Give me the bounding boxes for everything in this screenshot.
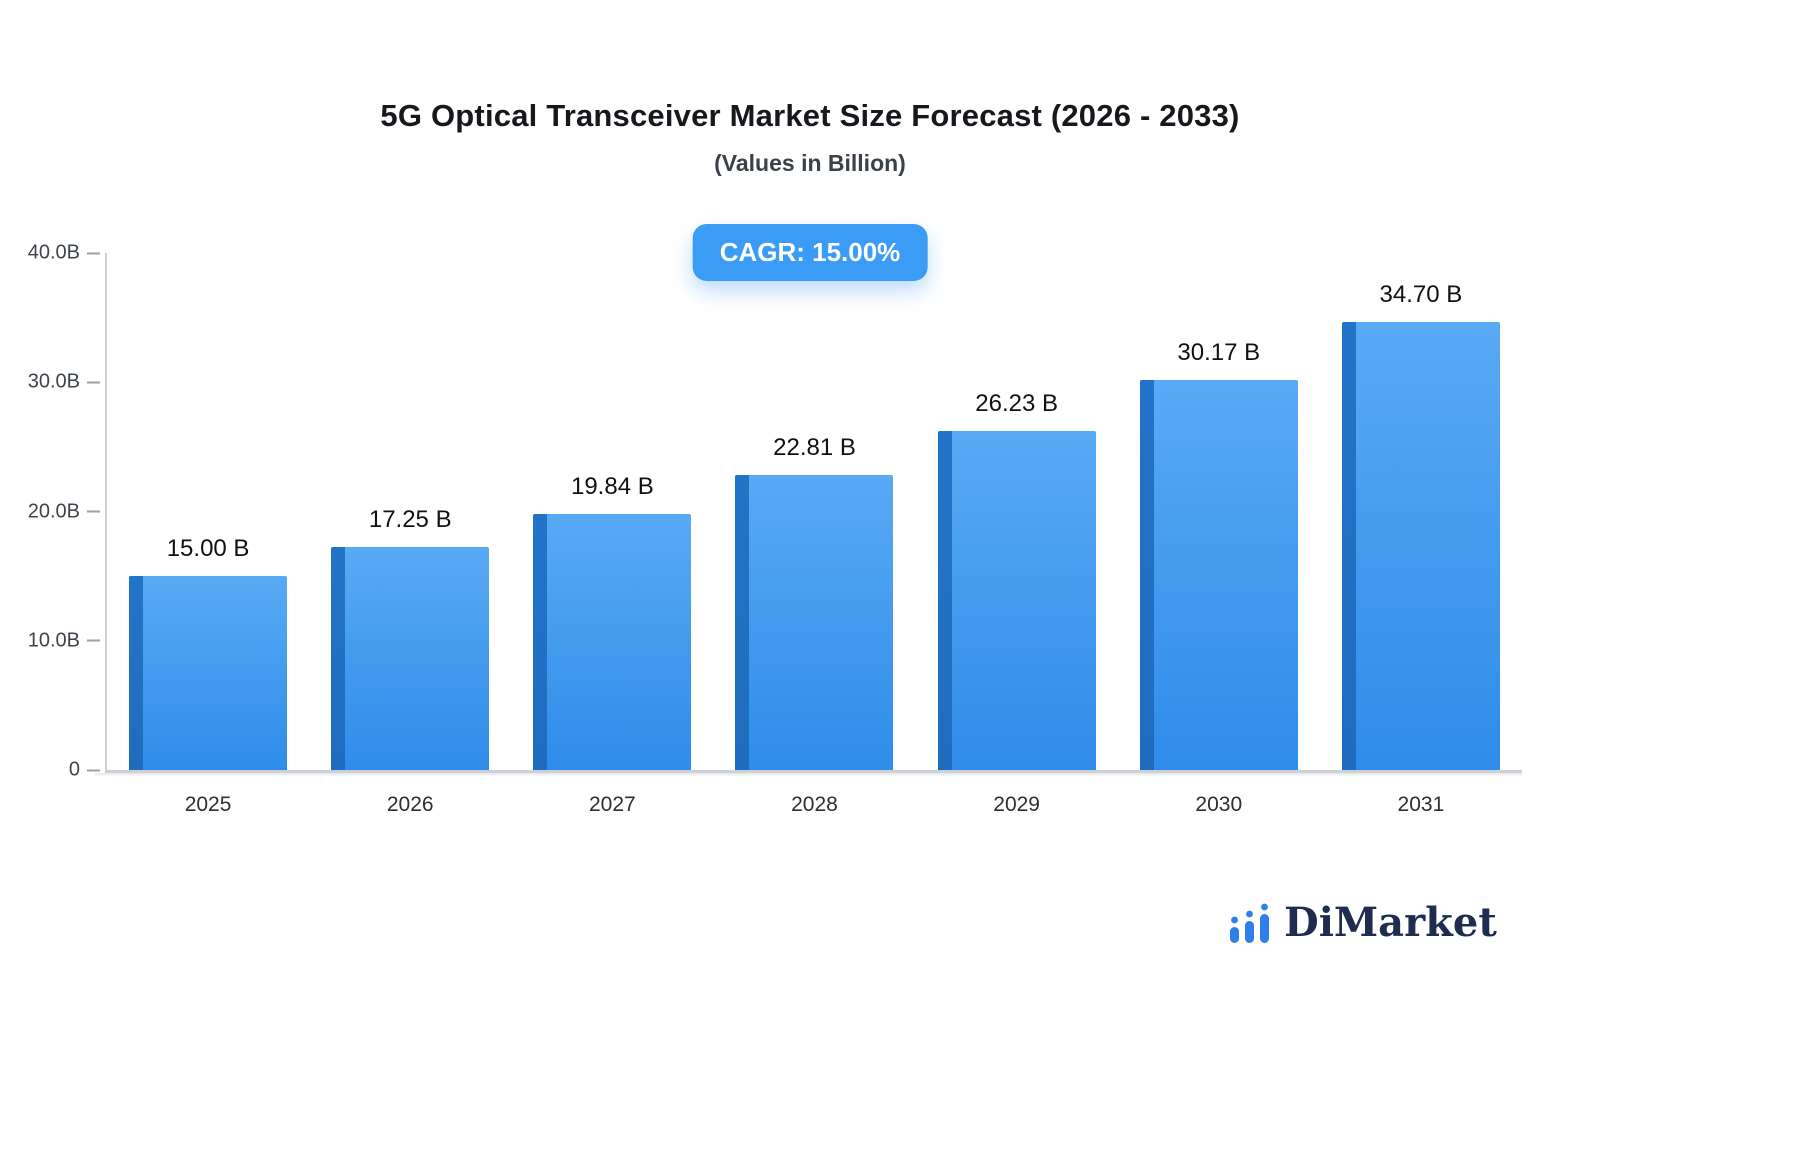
bar-group: 26.23 B 2029 xyxy=(916,253,1118,816)
bar-value-label: 30.17 B xyxy=(1177,339,1261,367)
bar-group: 30.17 B 2030 xyxy=(1118,253,1320,816)
bar-group: 15.00 B 2025 xyxy=(107,253,309,816)
chart-title: 5G Optical Transceiver Market Size Forec… xyxy=(380,98,1240,133)
bar-value-label: 17.25 B xyxy=(368,506,452,534)
bar xyxy=(1341,321,1500,770)
bar-side-face xyxy=(1139,380,1154,770)
bar-group: 34.70 B 2031 xyxy=(1320,253,1522,816)
y-tick-label: 0 xyxy=(68,758,80,781)
bar-side-face xyxy=(735,475,750,770)
x-axis-label: 2031 xyxy=(1397,793,1445,816)
x-axis-label: 2028 xyxy=(791,793,838,816)
bar xyxy=(331,547,490,770)
bar xyxy=(937,430,1096,770)
y-tick-mark xyxy=(87,381,100,384)
bar-group: 19.84 B 2027 xyxy=(511,253,713,816)
chart-subtitle: (Values in Billion) xyxy=(714,150,906,176)
bar xyxy=(533,513,692,770)
bar xyxy=(1139,380,1298,770)
bar-value-label: 22.81 B xyxy=(773,434,856,462)
y-tick-mark xyxy=(87,252,100,254)
y-tick: 20.0B xyxy=(28,500,100,523)
bar-side-face xyxy=(1341,321,1356,770)
bar-side-face xyxy=(533,513,548,770)
bar-value-label: 19.84 B xyxy=(570,472,654,500)
x-axis-label: 2029 xyxy=(993,793,1040,816)
y-tick-mark xyxy=(87,769,100,771)
y-axis: 40.0B 30.0B 20.0B 10.0B 0 xyxy=(0,242,100,781)
plot-area: 15.00 B 2025 17.25 B 2026 19.84 B 2027 22.81 B… xyxy=(95,253,1522,816)
y-tick: 40.0B xyxy=(28,242,100,265)
bar xyxy=(735,475,894,770)
logo-bars xyxy=(1230,903,1269,943)
y-tick-label: 30.0B xyxy=(27,370,80,393)
y-tick-mark xyxy=(87,510,100,513)
y-tick-label: 10.0B xyxy=(27,629,80,652)
x-axis-label: 2025 xyxy=(184,793,232,816)
bar-value-label: 34.70 B xyxy=(1379,280,1463,308)
bar-side-face xyxy=(331,547,346,770)
cagr-badge: CAGR: 15.00% xyxy=(692,224,928,281)
dimarket-logo: DiMarket xyxy=(1228,901,1497,943)
x-axis-label: 2030 xyxy=(1195,793,1243,816)
bar-group: 17.25 B 2026 xyxy=(309,253,511,816)
x-axis-label: 2026 xyxy=(386,793,434,816)
x-axis-label: 2027 xyxy=(588,793,636,816)
bar-side-face xyxy=(937,430,952,770)
logo-bar-chart-icon xyxy=(1230,903,1269,943)
y-tick-mark xyxy=(87,639,100,642)
bar xyxy=(129,576,288,770)
bar-value-label: 15.00 B xyxy=(166,535,250,563)
bar-group: 22.81 B 2028 xyxy=(713,253,915,816)
bar-value-label: 26.23 B xyxy=(975,389,1058,417)
y-tick: 10.0B xyxy=(28,629,100,652)
y-tick-label: 40.0B xyxy=(27,241,80,264)
y-tick: 30.0B xyxy=(28,371,100,394)
y-tick: 0 xyxy=(69,759,100,782)
brand-name: DiMarket xyxy=(1284,899,1497,946)
y-tick-label: 20.0B xyxy=(27,500,80,522)
bar-side-face xyxy=(129,576,144,770)
